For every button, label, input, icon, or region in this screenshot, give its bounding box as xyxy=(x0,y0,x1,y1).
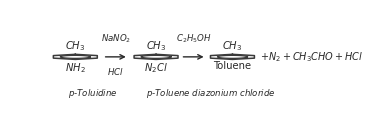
Text: $\mathit{HCl}$: $\mathit{HCl}$ xyxy=(107,66,124,77)
Text: $\mathit{+N_2+CH_3CHO+HCl}$: $\mathit{+N_2+CH_3CHO+HCl}$ xyxy=(260,50,363,64)
Text: $p$-Toluidine: $p$-Toluidine xyxy=(68,87,117,100)
Text: $\mathit{N_2Cl}$: $\mathit{N_2Cl}$ xyxy=(144,61,168,75)
Text: $\mathit{CH_3}$: $\mathit{CH_3}$ xyxy=(146,39,166,53)
Text: $\mathit{C_2H_5OH}$: $\mathit{C_2H_5OH}$ xyxy=(176,33,211,45)
Text: Toluene: Toluene xyxy=(214,61,251,71)
Text: $p$-Toluene diazonium chloride: $p$-Toluene diazonium chloride xyxy=(146,87,275,100)
Text: $\mathit{NaNO_2}$: $\mathit{NaNO_2}$ xyxy=(100,33,131,45)
Text: $\mathit{NH_2}$: $\mathit{NH_2}$ xyxy=(65,61,86,75)
Text: $\mathit{CH_3}$: $\mathit{CH_3}$ xyxy=(65,39,86,53)
Text: $\mathit{CH_3}$: $\mathit{CH_3}$ xyxy=(222,39,243,53)
